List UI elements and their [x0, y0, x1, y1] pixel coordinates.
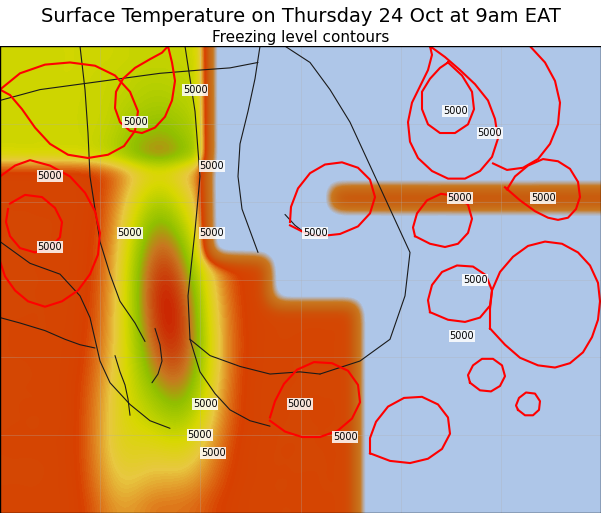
- Text: 5000: 5000: [183, 85, 207, 94]
- Text: 5000: 5000: [443, 106, 468, 116]
- Text: 5000: 5000: [303, 228, 328, 238]
- Text: 5000: 5000: [450, 331, 474, 341]
- Text: Freezing level contours: Freezing level contours: [212, 30, 389, 45]
- Text: 5000: 5000: [200, 228, 224, 238]
- Text: 5000: 5000: [478, 128, 502, 138]
- Text: 5000: 5000: [201, 448, 225, 458]
- Text: 5000: 5000: [333, 432, 358, 442]
- Text: 5000: 5000: [188, 430, 212, 440]
- Text: 5000: 5000: [118, 228, 142, 238]
- Text: 5000: 5000: [448, 193, 472, 203]
- Text: 5000: 5000: [200, 161, 224, 171]
- Text: 5000: 5000: [123, 117, 147, 127]
- Text: 5000: 5000: [193, 400, 218, 409]
- Text: 5000: 5000: [38, 242, 63, 252]
- Text: 5000: 5000: [463, 274, 487, 285]
- Text: 5000: 5000: [38, 171, 63, 182]
- Text: 5000: 5000: [288, 400, 313, 409]
- Text: 5000: 5000: [531, 193, 555, 203]
- Text: Surface Temperature on Thursday 24 Oct at 9am EAT: Surface Temperature on Thursday 24 Oct a…: [40, 7, 561, 26]
